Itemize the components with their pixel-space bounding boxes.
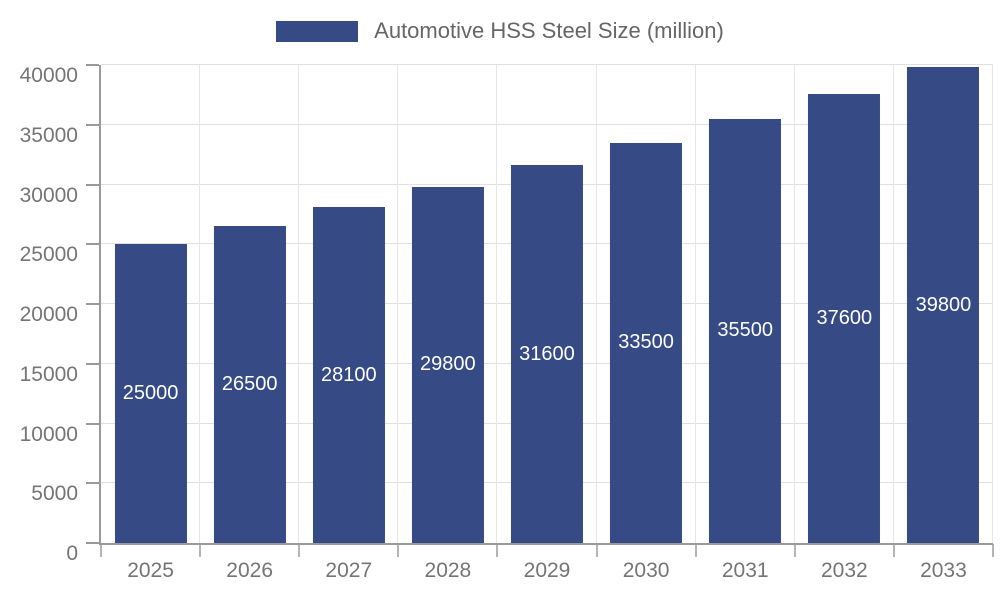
x-axis-tick: [397, 544, 400, 557]
bar-value-label: 35500: [717, 319, 774, 342]
y-axis-tick: [86, 482, 99, 485]
x-axis-tick: [199, 544, 202, 557]
gridline-vertical: [694, 65, 696, 543]
y-axis-tick: [86, 362, 99, 365]
x-axis-tick: [595, 544, 598, 557]
y-axis-tick-label: 10000: [19, 422, 78, 446]
bar-value-label: 25000: [122, 382, 179, 405]
plot-area: 0 5000 10000 15000 20000 25000 30000 35000 40000…: [20, 64, 994, 582]
x-axis-line: [99, 543, 993, 545]
bar[interactable]: 37600: [808, 93, 881, 543]
legend-swatch: [276, 20, 359, 42]
x-axis-tick: [992, 544, 994, 557]
x-axis-tick-label: 2031: [721, 559, 769, 582]
x-axis-tick: [892, 544, 895, 557]
x-axis-tick: [298, 544, 301, 557]
bar-value-label: 28100: [320, 363, 377, 386]
y-axis-tick-label: 30000: [19, 183, 78, 207]
x-axis-tick: [100, 544, 102, 557]
gridline-vertical: [496, 65, 498, 543]
bar-value-label: 37600: [816, 306, 873, 329]
bar[interactable]: 29800: [411, 186, 484, 543]
y-axis-tick: [86, 303, 99, 305]
bar[interactable]: 35500: [709, 118, 782, 543]
y-axis-tick: [86, 123, 99, 126]
x-axis-tick-label: 2032: [820, 559, 868, 582]
gridline-vertical: [397, 65, 399, 543]
bar[interactable]: 25000: [114, 244, 187, 543]
gridline-vertical: [298, 65, 300, 543]
y-axis-tick-label: 20000: [19, 303, 78, 326]
legend-label: Automotive HSS Steel Size (million): [374, 18, 724, 43]
bar-value-label: 31600: [519, 342, 575, 365]
y-axis-tick-label: 15000: [19, 362, 78, 386]
y-axis-tick-label: 5000: [31, 482, 78, 506]
gridline-horizontal: [101, 64, 993, 65]
gridline-vertical: [892, 65, 894, 543]
gridline-vertical: [199, 65, 201, 543]
x-axis-tick: [496, 544, 499, 557]
bar[interactable]: 39800: [907, 67, 980, 543]
gridline-vertical: [992, 65, 993, 543]
x-axis-tick: [694, 544, 697, 557]
y-axis-tick: [86, 243, 99, 246]
bar[interactable]: 31600: [510, 165, 584, 543]
x-axis-tick-label: 2025: [127, 559, 174, 582]
bar-value-label: 33500: [618, 331, 674, 354]
bar-value-label: 39800: [915, 293, 972, 316]
x-axis-tick-label: 2029: [523, 559, 571, 582]
y-axis-tick-label: 25000: [19, 243, 78, 267]
x-axis-tick-label: 2026: [226, 559, 274, 582]
gridline-vertical: [793, 65, 795, 543]
x-axis-tick-label: 2033: [920, 559, 967, 582]
y-axis-tick: [86, 422, 99, 425]
bar[interactable]: 26500: [213, 226, 286, 543]
x-axis-tick-label: 2027: [325, 559, 373, 582]
bar-value-label: 29800: [420, 353, 476, 376]
y-axis-tick-label: 0: [66, 542, 78, 565]
y-axis-tick: [86, 183, 99, 186]
bar-value-label: 26500: [221, 373, 278, 396]
y-axis-tick-label: 35000: [19, 123, 78, 147]
y-axis-tick: [86, 64, 99, 66]
gridline-vertical: [595, 65, 597, 543]
gridline-horizontal: [101, 123, 993, 125]
y-axis-line: [99, 65, 101, 543]
bar[interactable]: 28100: [312, 207, 385, 543]
y-axis-tick: [86, 542, 99, 544]
x-axis-tick-label: 2028: [424, 559, 472, 582]
x-axis-tick: [793, 544, 796, 557]
x-axis-tick-label: 2030: [622, 559, 670, 582]
legend[interactable]: Automotive HSS Steel Size (million): [0, 18, 1000, 44]
bar[interactable]: 33500: [610, 142, 683, 543]
y-axis-tick-label: 40000: [19, 64, 78, 87]
